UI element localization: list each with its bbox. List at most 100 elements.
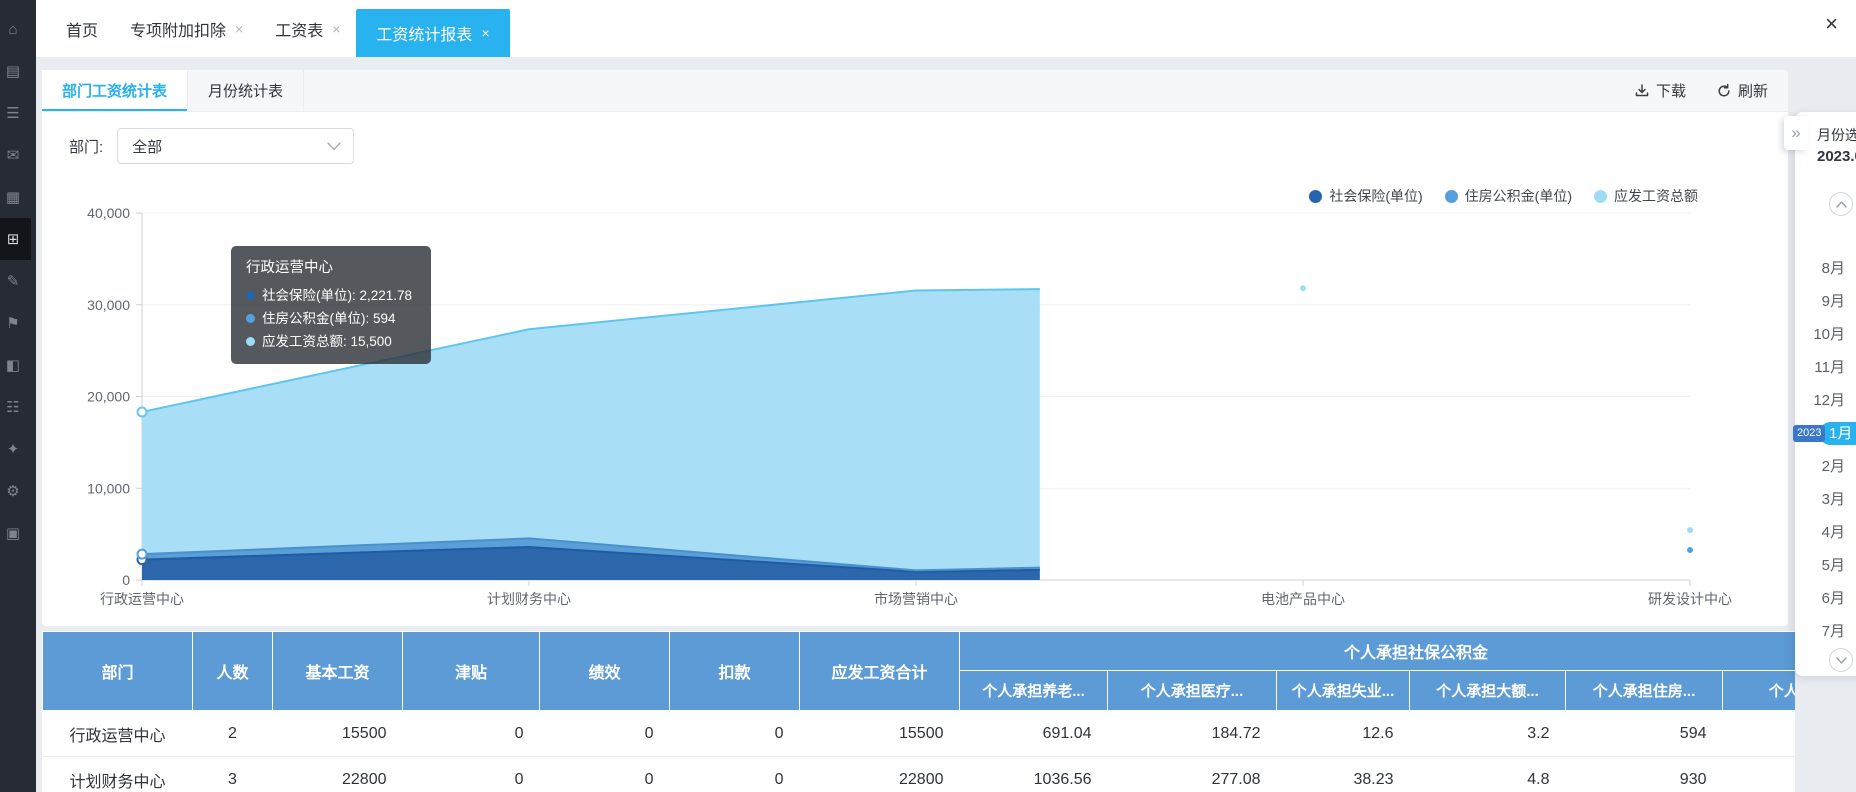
table-row: 计划财务中心 3 22800 0 0 0 22800 1036.56 277.08 38.23 4.… — [42, 756, 1795, 792]
month-item-3[interactable]: 10月 — [1795, 318, 1856, 351]
month-item-5[interactable]: 12月 — [1795, 384, 1856, 417]
collapse-panel-icon[interactable]: » — [1784, 116, 1808, 150]
table-cell: 3 — [192, 756, 273, 792]
column-header: 个人承担住房... — [1565, 670, 1723, 711]
area-band-3 — [142, 289, 1040, 571]
month-panel-period: 2023.01 — [1817, 148, 1856, 165]
month-label: 10月 — [1813, 326, 1845, 343]
table-cell: 0 — [669, 756, 800, 792]
tooltip-row: 社会保险(单位): 2,221.78 — [246, 284, 416, 307]
top-tabs: 首页 专项附加扣除 × 工资表 × 工资统计报表 × — [50, 0, 510, 57]
sidebar-icon-12[interactable]: ⚙ — [6, 483, 20, 500]
sidebar-icon-7[interactable]: ✎ — [6, 273, 20, 290]
sidebar-icon-3[interactable]: ☰ — [6, 105, 20, 122]
month-item-4[interactable]: 11月 — [1795, 351, 1856, 384]
refresh-icon — [1718, 83, 1730, 97]
table-cell: 0 — [402, 710, 540, 757]
column-header: 个人承担大额... — [1409, 670, 1566, 711]
tooltip-text: 社会保险(单位): 2,221.78 — [262, 288, 413, 303]
column-header: 应发工资合计 — [799, 631, 960, 711]
x-axis-label: 市场营销中心 — [874, 591, 958, 607]
department-select[interactable]: 全部 — [117, 128, 355, 164]
column-header: 津贴 — [402, 631, 540, 711]
tabbar-close-icon[interactable]: × — [1825, 11, 1838, 36]
series-line-2 — [141, 537, 1040, 572]
scroll-down-button[interactable] — [1829, 648, 1853, 672]
sub-tab-2[interactable]: 月份统计表 — [188, 70, 305, 111]
top-tab-label: 工资表 — [275, 22, 324, 40]
sidebar-icon-5[interactable]: ▦ — [5, 189, 21, 206]
series-line-1 — [141, 545, 1040, 573]
legend-item-3[interactable]: 应发工资总额 — [1594, 186, 1698, 206]
table-cell: 594 — [1565, 710, 1723, 757]
month-item-2[interactable]: 9月 — [1795, 285, 1856, 318]
month-label: 6月 — [1821, 590, 1845, 607]
top-tab-1[interactable]: 首页 — [50, 0, 114, 57]
legend-item-2[interactable]: 住房公积金(单位) — [1444, 186, 1572, 206]
table-cell: 22800 — [799, 756, 960, 792]
month-item-11[interactable]: 6月 — [1795, 582, 1856, 615]
refresh-button[interactable]: 刷新 — [1716, 80, 1768, 101]
sidebar-icon-4[interactable]: ✉ — [6, 147, 20, 164]
month-label: 3月 — [1821, 491, 1845, 508]
table-cell: 22800 — [272, 756, 403, 792]
top-tab-3[interactable]: 工资表 × — [259, 0, 356, 57]
sidebar-icon-6[interactable]: ⊞ — [0, 218, 31, 260]
report-card: 部门工资统计表 月份统计表 下载 刷新 部门: — [42, 70, 1788, 626]
y-axis-tick-label: 30,000 — [87, 297, 130, 313]
table-cell — [1722, 756, 1795, 792]
month-label: 8月 — [1821, 260, 1845, 277]
table-cell: 0 — [669, 710, 800, 757]
tab-close-icon[interactable]: × — [332, 20, 341, 37]
tooltip-row: 应发工资总额: 15,500 — [246, 330, 416, 353]
month-item-1[interactable]: 8月 — [1795, 252, 1856, 285]
tab-close-icon[interactable]: × — [235, 20, 244, 37]
salary-table-wrap: 部门 人数 基本工资 津贴 绩效 扣款 应发工资合计 个人承担社保公积金 个人承担养老... 个人… — [42, 631, 1795, 792]
month-item-10[interactable]: 5月 — [1795, 549, 1856, 582]
month-item-7[interactable]: 2月 — [1795, 450, 1856, 483]
column-header: 绩效 — [539, 631, 670, 711]
tab-close-icon[interactable]: × — [481, 25, 490, 41]
legend-label: 住房公积金(单位) — [1464, 188, 1572, 204]
y-axis-tick-label: 20,000 — [87, 389, 130, 405]
chevron-down-icon — [327, 141, 341, 150]
x-axis-label: 计划财务中心 — [487, 591, 571, 607]
legend-dot — [1594, 189, 1607, 203]
top-tab-label: 首页 — [66, 22, 99, 40]
hover-marker — [136, 406, 148, 418]
month-item-6[interactable]: 2023 1月 — [1793, 417, 1856, 450]
sidebar-icon-8[interactable]: ⚑ — [6, 315, 20, 332]
month-item-9[interactable]: 4月 — [1795, 516, 1856, 549]
scroll-up-button[interactable] — [1829, 192, 1853, 216]
month-panel-title: 月份选择 — [1817, 127, 1856, 143]
month-label: 7月 — [1821, 623, 1845, 640]
group-column-header: 个人承担社保公积金 — [958, 631, 1795, 671]
top-tab-label: 工资统计报表 — [376, 27, 473, 44]
x-axis-label: 研发设计中心 — [1648, 591, 1732, 607]
top-tab-2[interactable]: 专项附加扣除 × — [114, 0, 259, 57]
legend-item-1[interactable]: 社会保险(单位) — [1309, 186, 1423, 206]
legend-dot — [1444, 189, 1458, 203]
data-point-dot — [1687, 526, 1693, 533]
month-item-12[interactable]: 7月 — [1795, 615, 1856, 648]
table-cell: 2 — [192, 710, 273, 757]
sidebar-icon-11[interactable]: ✦ — [6, 441, 20, 458]
sidebar-icon-2[interactable]: ▤ — [5, 63, 21, 80]
month-item-8[interactable]: 3月 — [1795, 483, 1856, 516]
sidebar-icon-13[interactable]: ▣ — [5, 525, 21, 542]
month-list: 8月 9月 10月 11月 12月 2023 1月 2月 3月 4月 5月 6月 7月 — [1793, 252, 1856, 648]
month-label: 12月 — [1813, 392, 1845, 409]
table-cell: 4.8 — [1409, 756, 1566, 792]
sub-tab-1[interactable]: 部门工资统计表 — [42, 70, 189, 111]
download-button[interactable]: 下载 — [1634, 80, 1686, 101]
y-axis-tick-label: 0 — [122, 572, 130, 588]
legend-label: 社会保险(单位) — [1329, 188, 1423, 204]
sidebar-icon-1[interactable]: ⌂ — [8, 20, 18, 38]
top-tab-4[interactable]: 工资统计报表 × — [356, 9, 510, 57]
sidebar-icon-10[interactable]: ☷ — [6, 399, 20, 416]
sidebar-icon-9[interactable]: ◧ — [5, 357, 21, 374]
table-cell: 行政运营中心 — [42, 710, 193, 757]
